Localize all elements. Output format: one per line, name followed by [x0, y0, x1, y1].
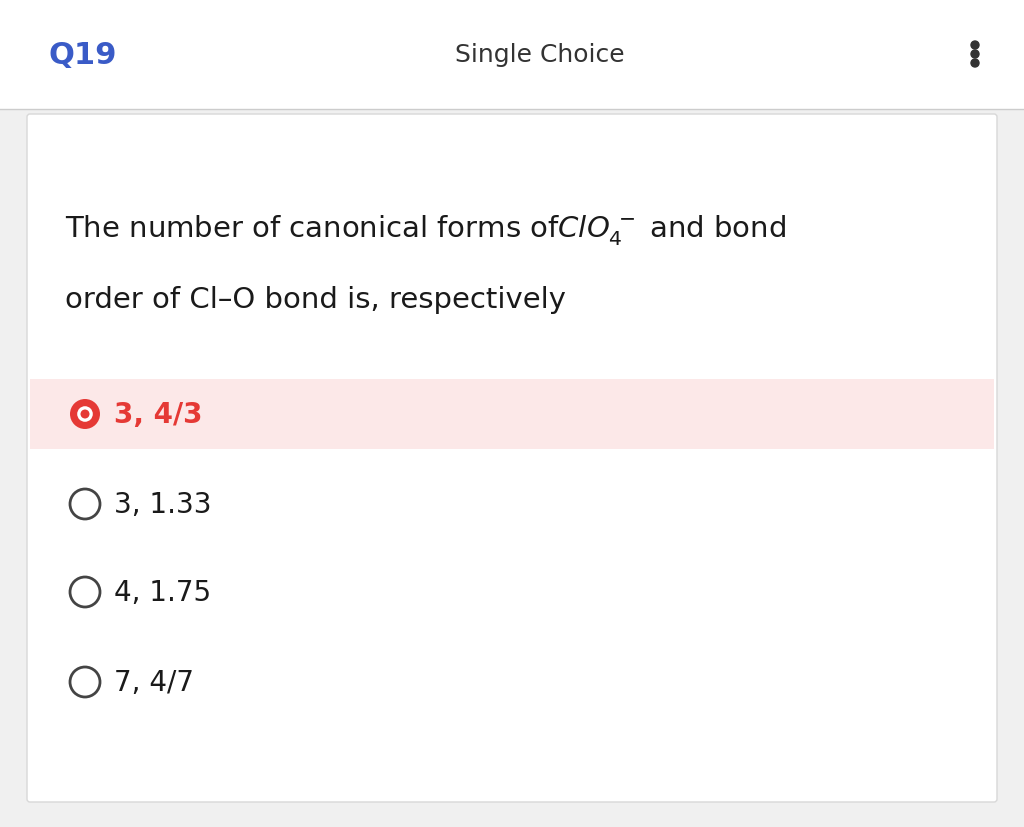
FancyBboxPatch shape — [27, 115, 997, 802]
FancyBboxPatch shape — [0, 0, 1024, 110]
Text: 3, 1.33: 3, 1.33 — [114, 490, 212, 519]
Circle shape — [70, 490, 100, 519]
Circle shape — [70, 577, 100, 607]
Circle shape — [70, 399, 100, 429]
Text: Single Choice: Single Choice — [456, 43, 625, 67]
Text: The number of canonical forms of$\mathit{ClO}_4^{\,-}$ and bond: The number of canonical forms of$\mathit… — [65, 213, 786, 246]
Circle shape — [77, 407, 93, 423]
Circle shape — [971, 42, 979, 50]
Text: 7, 4/7: 7, 4/7 — [114, 668, 194, 696]
Circle shape — [971, 51, 979, 59]
Circle shape — [971, 60, 979, 68]
Circle shape — [81, 410, 89, 419]
Text: order of Cl–O bond is, respectively: order of Cl–O bond is, respectively — [65, 285, 566, 313]
Text: 4, 1.75: 4, 1.75 — [114, 578, 211, 606]
Text: Q19: Q19 — [48, 41, 117, 69]
Circle shape — [70, 667, 100, 697]
FancyBboxPatch shape — [30, 380, 994, 449]
FancyBboxPatch shape — [0, 804, 1024, 827]
Text: 3, 4/3: 3, 4/3 — [114, 400, 203, 428]
